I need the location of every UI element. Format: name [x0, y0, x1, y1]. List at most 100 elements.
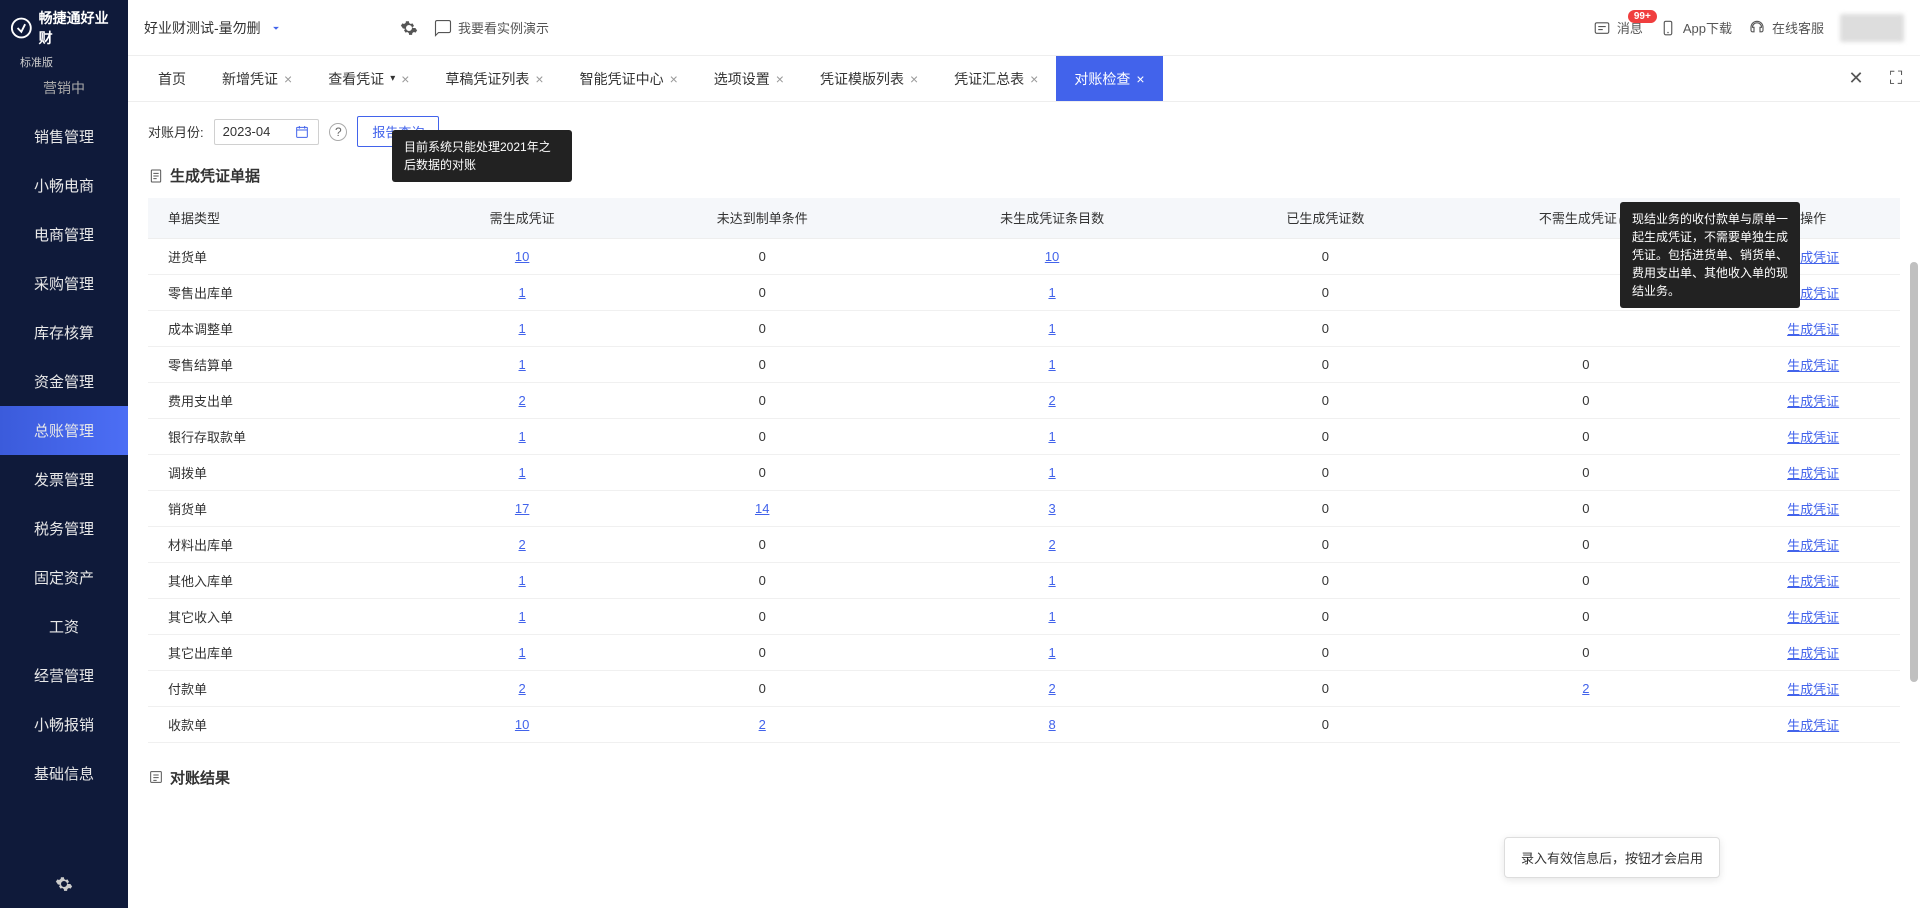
sidebar-item-2[interactable]: 电商管理 — [0, 210, 128, 259]
generate-voucher-link[interactable]: 生成凭证 — [1787, 574, 1839, 589]
cell[interactable]: 2 — [899, 670, 1205, 706]
help-icon[interactable]: ? — [329, 123, 347, 141]
cell[interactable]: 1 — [419, 598, 626, 634]
count-link[interactable]: 14 — [755, 501, 769, 516]
sidebar-item-3[interactable]: 采购管理 — [0, 259, 128, 308]
count-link[interactable]: 10 — [515, 717, 529, 732]
service-button[interactable]: 在线客服 — [1748, 18, 1824, 37]
cell[interactable]: 1 — [419, 634, 626, 670]
cell[interactable]: 生成凭证 — [1726, 526, 1900, 562]
cell[interactable]: 1 — [899, 598, 1205, 634]
count-link[interactable]: 2 — [519, 681, 526, 696]
sidebar-item-1[interactable]: 小畅电商 — [0, 161, 128, 210]
sidebar-item-cut[interactable]: 营销中 — [0, 78, 128, 112]
cell[interactable]: 1 — [899, 346, 1205, 382]
count-link[interactable]: 1 — [519, 285, 526, 300]
sidebar-item-11[interactable]: 经营管理 — [0, 651, 128, 700]
tab-4[interactable]: 智能凭证中心× — [562, 56, 696, 101]
org-selector[interactable]: 好业财测试-量勿删 — [144, 18, 384, 38]
count-link[interactable]: 2 — [519, 393, 526, 408]
count-link[interactable]: 2 — [1048, 393, 1055, 408]
cell[interactable]: 1 — [899, 418, 1205, 454]
sidebar-item-4[interactable]: 库存核算 — [0, 308, 128, 357]
cell[interactable]: 生成凭证 — [1726, 634, 1900, 670]
cell[interactable]: 2 — [626, 706, 899, 742]
cell[interactable]: 1 — [419, 562, 626, 598]
cell[interactable]: 生成凭证 — [1726, 346, 1900, 382]
cell[interactable]: 17 — [419, 490, 626, 526]
generate-voucher-link[interactable]: 生成凭证 — [1787, 430, 1839, 445]
tab-5[interactable]: 选项设置× — [696, 56, 802, 101]
close-icon[interactable]: × — [1136, 71, 1144, 87]
count-link[interactable]: 1 — [1048, 609, 1055, 624]
count-link[interactable]: 3 — [1048, 501, 1055, 516]
cell[interactable]: 2 — [899, 526, 1205, 562]
cell[interactable]: 2 — [419, 526, 626, 562]
count-link[interactable]: 17 — [515, 501, 529, 516]
cell[interactable]: 1 — [419, 418, 626, 454]
tab-6[interactable]: 凭证模版列表× — [802, 56, 936, 101]
count-link[interactable]: 1 — [519, 609, 526, 624]
cell[interactable]: 2 — [419, 670, 626, 706]
generate-voucher-link[interactable]: 生成凭证 — [1787, 322, 1839, 337]
generate-voucher-link[interactable]: 生成凭证 — [1787, 718, 1839, 733]
sidebar-item-5[interactable]: 资金管理 — [0, 357, 128, 406]
count-link[interactable]: 1 — [1048, 429, 1055, 444]
generate-voucher-link[interactable]: 生成凭证 — [1787, 358, 1839, 373]
count-link[interactable]: 1 — [519, 357, 526, 372]
cell[interactable]: 1 — [419, 346, 626, 382]
cell[interactable]: 2 — [1445, 670, 1726, 706]
date-input[interactable]: 2023-04 — [214, 119, 320, 145]
close-icon[interactable]: × — [284, 71, 292, 87]
count-link[interactable]: 1 — [1048, 285, 1055, 300]
app-download-button[interactable]: App下载 — [1659, 18, 1732, 37]
fullscreen-button[interactable]: ⛶ — [1880, 63, 1912, 95]
cell[interactable]: 1 — [899, 310, 1205, 346]
count-link[interactable]: 1 — [519, 429, 526, 444]
tab-1[interactable]: 新增凭证× — [204, 56, 310, 101]
cell[interactable]: 生成凭证 — [1726, 382, 1900, 418]
cell[interactable]: 2 — [899, 382, 1205, 418]
gear-icon[interactable] — [55, 875, 73, 893]
generate-voucher-link[interactable]: 生成凭证 — [1787, 682, 1839, 697]
generate-voucher-link[interactable]: 生成凭证 — [1787, 610, 1839, 625]
cell[interactable]: 10 — [419, 706, 626, 742]
count-link[interactable]: 1 — [519, 645, 526, 660]
demo-button[interactable]: 我要看实例演示 — [434, 18, 549, 37]
scrollbar-thumb[interactable] — [1910, 262, 1918, 682]
count-link[interactable]: 1 — [519, 321, 526, 336]
count-link[interactable]: 1 — [1048, 321, 1055, 336]
cell[interactable]: 1 — [899, 454, 1205, 490]
cell[interactable]: 1 — [419, 274, 626, 310]
close-all-button[interactable]: ✕ — [1840, 63, 1872, 95]
cell[interactable]: 生成凭证 — [1726, 706, 1900, 742]
count-link[interactable]: 2 — [1048, 681, 1055, 696]
sidebar-item-10[interactable]: 工资 — [0, 602, 128, 651]
count-link[interactable]: 1 — [1048, 645, 1055, 660]
cell[interactable]: 2 — [419, 382, 626, 418]
cell[interactable]: 1 — [899, 274, 1205, 310]
cell[interactable]: 生成凭证 — [1726, 310, 1900, 346]
sidebar-item-9[interactable]: 固定资产 — [0, 553, 128, 602]
cell[interactable]: 14 — [626, 490, 899, 526]
tab-8[interactable]: 对账检查× — [1056, 56, 1162, 101]
cell[interactable]: 1 — [419, 454, 626, 490]
count-link[interactable]: 1 — [519, 573, 526, 588]
sidebar-item-12[interactable]: 小畅报销 — [0, 700, 128, 749]
cell[interactable]: 1 — [419, 310, 626, 346]
cell[interactable]: 10 — [899, 238, 1205, 274]
sidebar-item-6[interactable]: 总账管理 — [0, 406, 128, 455]
generate-voucher-link[interactable]: 生成凭证 — [1787, 466, 1839, 481]
sidebar-item-0[interactable]: 销售管理 — [0, 112, 128, 161]
sidebar-item-7[interactable]: 发票管理 — [0, 455, 128, 504]
generate-voucher-link[interactable]: 生成凭证 — [1787, 646, 1839, 661]
count-link[interactable]: 1 — [1048, 465, 1055, 480]
close-icon[interactable]: × — [401, 71, 409, 87]
close-icon[interactable]: × — [535, 71, 543, 87]
count-link[interactable]: 2 — [1582, 681, 1589, 696]
generate-voucher-link[interactable]: 生成凭证 — [1787, 394, 1839, 409]
cell[interactable]: 1 — [899, 634, 1205, 670]
count-link[interactable]: 1 — [1048, 357, 1055, 372]
sidebar-item-8[interactable]: 税务管理 — [0, 504, 128, 553]
count-link[interactable]: 8 — [1048, 717, 1055, 732]
